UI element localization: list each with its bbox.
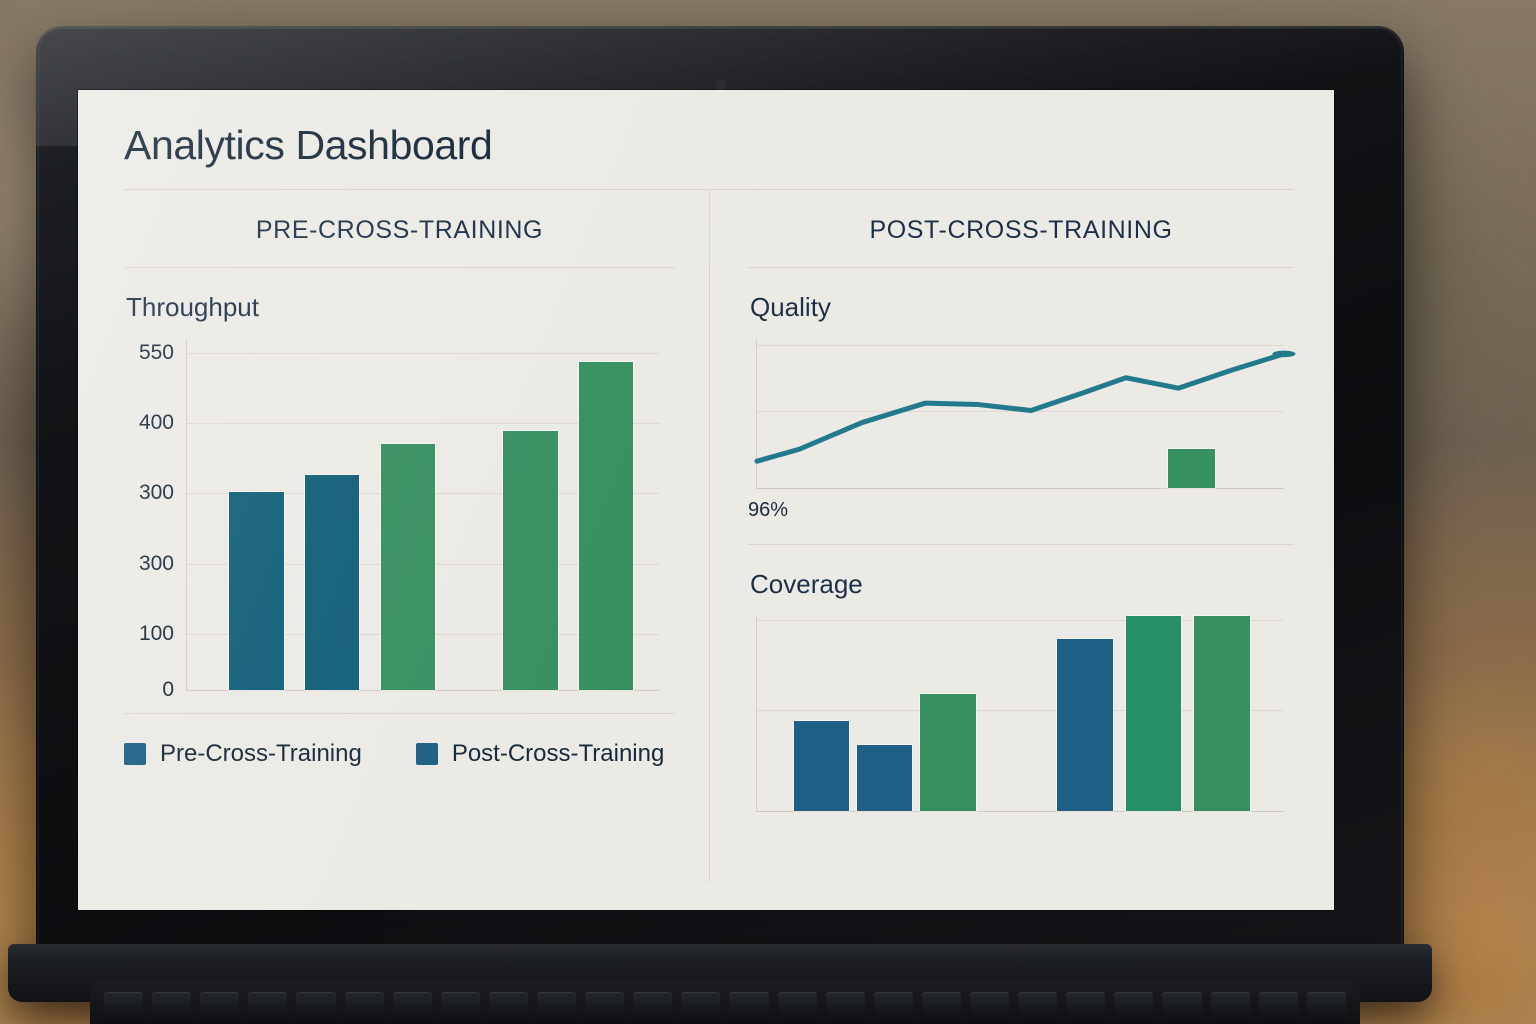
keyboard-key	[633, 992, 673, 1022]
y-tick-label: 300	[138, 481, 174, 505]
keyboard-key	[1018, 992, 1058, 1022]
bar[interactable]	[578, 362, 634, 691]
keyboard-key	[1114, 992, 1154, 1022]
chart-coverage[interactable]	[748, 616, 1294, 813]
y-tick-label: 400	[138, 411, 174, 435]
dashboard-page: Analytics Dashboard PRE-CROSS-TRAINING T…	[78, 90, 1334, 910]
y-tick-label: 0	[162, 678, 174, 702]
keyboard-key	[825, 992, 865, 1022]
gridline	[757, 619, 1284, 621]
line-path	[757, 354, 1284, 461]
legend-swatch-pre	[124, 743, 146, 766]
gridline	[187, 423, 659, 425]
gridline	[187, 353, 659, 355]
bar[interactable]	[503, 431, 558, 691]
keyboard-key	[681, 992, 721, 1022]
keyboard-key	[729, 992, 769, 1022]
bars-coverage	[757, 616, 1284, 812]
bar[interactable]	[793, 721, 850, 812]
panel-title-quality: Quality	[750, 292, 831, 323]
column-header-pre: PRE-CROSS-TRAINING	[255, 216, 544, 245]
bar[interactable]	[1194, 616, 1250, 812]
panel-title-throughput: Throughput	[126, 292, 259, 323]
plot-area-throughput: 550 400 300 300 100 0	[139, 339, 659, 701]
bar[interactable]	[1057, 639, 1113, 812]
legend-swatch-post	[415, 743, 438, 766]
panel-throughput: Throughput 550 400 300 300 100 0	[124, 268, 675, 768]
keyboard-key	[1210, 992, 1250, 1022]
bar[interactable]	[380, 444, 435, 691]
chart-quality[interactable]: 96%	[748, 339, 1294, 522]
keyboard-key	[104, 992, 144, 1022]
keyboard-key	[1162, 992, 1202, 1022]
line-end-marker	[1272, 350, 1296, 358]
page-title: Analytics Dashboard	[124, 122, 493, 168]
keyboard-key	[488, 992, 528, 1022]
keyboard-key	[440, 992, 480, 1022]
bar[interactable]	[857, 744, 913, 812]
gridline	[757, 345, 1284, 346]
y-tick-label: 550	[138, 341, 174, 365]
column-header-divider-left	[124, 267, 675, 269]
chart-throughput[interactable]: 550 400 300 300 100 0	[124, 339, 675, 701]
gridline	[757, 709, 1284, 711]
chart-legend: Pre-Cross-Training Post-Cross-Training	[124, 713, 675, 768]
keyboard-key	[152, 992, 192, 1022]
legend-label-post: Post-Cross-Training	[451, 740, 665, 768]
legend-label-pre: Pre-Cross-Training	[160, 740, 362, 768]
keyboard-key	[921, 992, 961, 1022]
keyboard-key	[873, 992, 913, 1022]
axis-note-quality: 96%	[748, 499, 789, 522]
y-tick-label: 300	[138, 551, 174, 575]
keyboard-key	[392, 992, 432, 1022]
bar[interactable]	[1125, 616, 1182, 812]
panel-coverage: Coverage	[748, 545, 1294, 813]
webcam-icon	[716, 82, 724, 89]
laptop-screen: Analytics Dashboard PRE-CROSS-TRAINING T…	[78, 90, 1334, 910]
keyboard-key	[536, 992, 577, 1022]
column-post-cross-training: POST-CROSS-TRAINING Quality	[709, 190, 1294, 883]
keyboard-key	[248, 992, 288, 1022]
bar[interactable]	[920, 694, 976, 812]
panel-divider-right	[748, 544, 1294, 546]
keyboard-key	[585, 992, 625, 1022]
plot-area-coverage	[756, 616, 1284, 813]
keyboard-key	[1258, 992, 1298, 1022]
bar[interactable]	[229, 492, 284, 691]
column-header-divider-right	[748, 267, 1294, 269]
dashboard-columns: PRE-CROSS-TRAINING Throughput 550 400 300 3…	[124, 190, 1294, 883]
legend-item-pre[interactable]: Pre-Cross-Training	[124, 740, 362, 768]
keyboard-key	[344, 992, 384, 1022]
keyboard-key-row	[104, 992, 1346, 1022]
line-series-quality	[757, 339, 1284, 488]
panel-quality: Quality 96%	[748, 268, 1294, 522]
column-header-post: POST-CROSS-TRAINING	[869, 216, 1173, 245]
keyboard-key	[969, 992, 1010, 1022]
legend-item-post[interactable]: Post-Cross-Training	[415, 740, 665, 768]
laptop-keyboard	[90, 980, 1360, 1024]
y-tick-label: 100	[138, 621, 174, 645]
keyboard-key	[1306, 992, 1346, 1022]
keyboard-key	[777, 992, 817, 1022]
plot-area-quality	[756, 339, 1284, 490]
bar[interactable]	[1168, 449, 1216, 489]
bar[interactable]	[305, 474, 360, 691]
keyboard-key	[296, 992, 336, 1022]
keyboard-key	[1066, 992, 1106, 1022]
bars-throughput	[187, 339, 659, 691]
panel-title-coverage: Coverage	[750, 569, 863, 600]
title-divider	[124, 189, 1294, 191]
keyboard-key	[200, 992, 240, 1022]
column-pre-cross-training: PRE-CROSS-TRAINING Throughput 550 400 300 3…	[124, 190, 709, 882]
